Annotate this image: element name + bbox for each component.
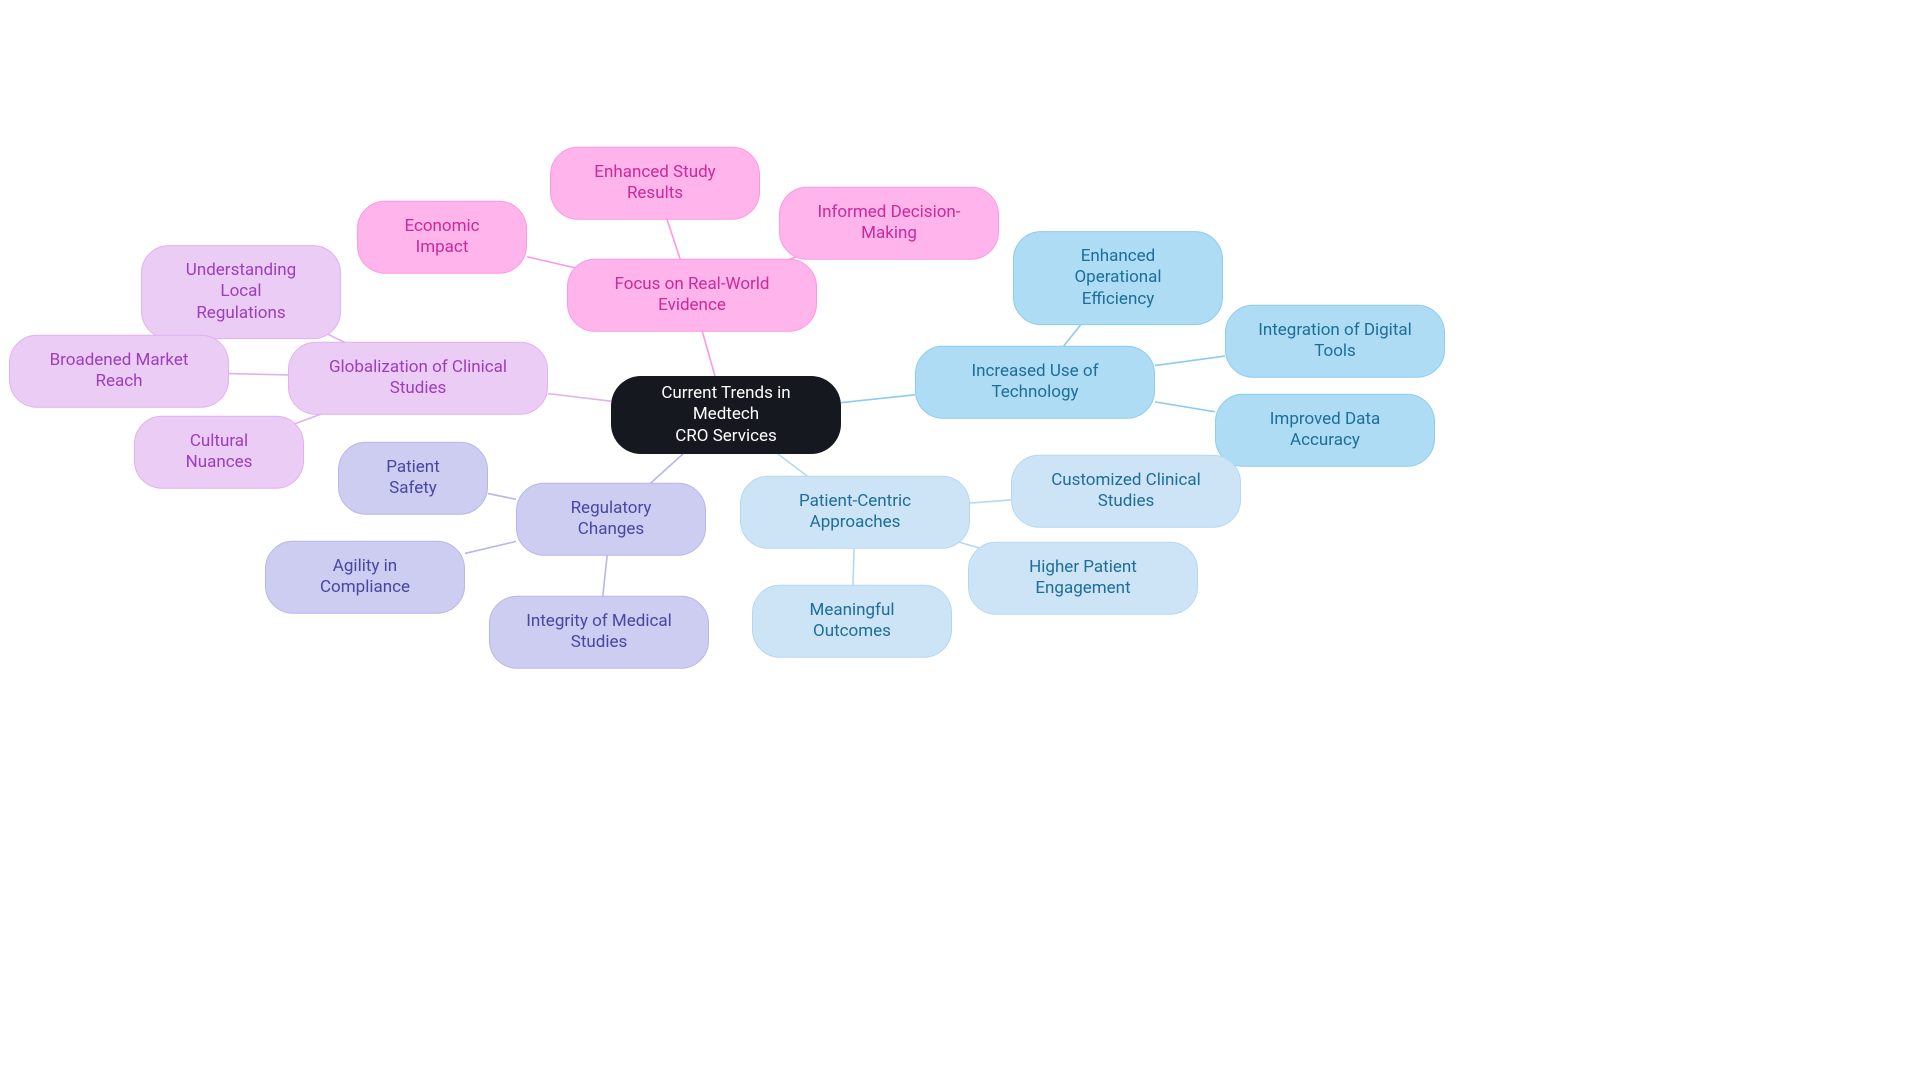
node-label: Understanding Local Regulations [166,260,316,324]
edge [1155,356,1225,366]
node-rwe-inform: Informed Decision-Making [779,187,999,260]
node-global: Globalization of Clinical Studies [288,342,548,415]
node-tech-acc: Improved Data Accuracy [1215,394,1435,467]
node-label: Patient Safety [363,457,463,500]
node-rwe: Focus on Real-World Evidence [567,259,817,332]
node-label: Globalization of Clinical Studies [313,357,523,400]
node-global-cult: Cultural Nuances [134,416,304,489]
node-tech-eff: Enhanced Operational Efficiency [1013,231,1223,325]
node-label: Regulatory Changes [541,498,681,541]
node-label: Focus on Real-World Evidence [592,274,792,317]
mindmap-canvas: Current Trends in Medtech CRO Services In… [0,0,1920,1083]
node-label: Current Trends in Medtech CRO Services [635,383,817,447]
node-center: Current Trends in Medtech CRO Services [611,376,841,454]
node-tech: Increased Use of Technology [915,346,1155,419]
node-label: Enhanced Study Results [575,162,735,205]
node-rwe-enh: Enhanced Study Results [550,147,760,220]
node-patient-eng: Higher Patient Engagement [968,542,1198,615]
node-label: Improved Data Accuracy [1240,409,1410,452]
edge [229,374,288,375]
node-label: Patient-Centric Approaches [765,491,945,534]
edge [841,395,915,403]
node-label: Broadened Market Reach [34,350,204,393]
node-label: Informed Decision-Making [804,202,974,245]
node-reg-agile: Agility in Compliance [265,541,465,614]
node-reg-integ: Integrity of Medical Studies [489,596,709,669]
node-label: Integrity of Medical Studies [514,611,684,654]
node-patient: Patient-Centric Approaches [740,476,970,549]
edge [1155,402,1215,412]
node-global-reg: Understanding Local Regulations [141,245,341,339]
edge [527,257,576,268]
node-reg: Regulatory Changes [516,483,706,556]
node-rwe-econ: Economic Impact [357,201,527,274]
node-label: Customized Clinical Studies [1036,470,1216,513]
node-label: Meaningful Outcomes [777,600,927,643]
edge [488,494,516,500]
edge [970,500,1011,503]
node-reg-safe: Patient Safety [338,442,488,515]
node-label: Higher Patient Engagement [993,557,1173,600]
node-label: Enhanced Operational Efficiency [1038,246,1198,310]
node-tech-int: Integration of Digital Tools [1225,305,1445,378]
node-patient-out: Meaningful Outcomes [752,585,952,658]
edge [465,541,516,553]
node-patient-cust: Customized Clinical Studies [1011,455,1241,528]
node-label: Agility in Compliance [290,556,440,599]
node-label: Increased Use of Technology [940,361,1130,404]
node-label: Cultural Nuances [159,431,279,474]
edge [548,394,611,402]
node-label: Integration of Digital Tools [1250,320,1420,363]
node-label: Economic Impact [382,216,502,259]
node-global-reach: Broadened Market Reach [9,335,229,408]
